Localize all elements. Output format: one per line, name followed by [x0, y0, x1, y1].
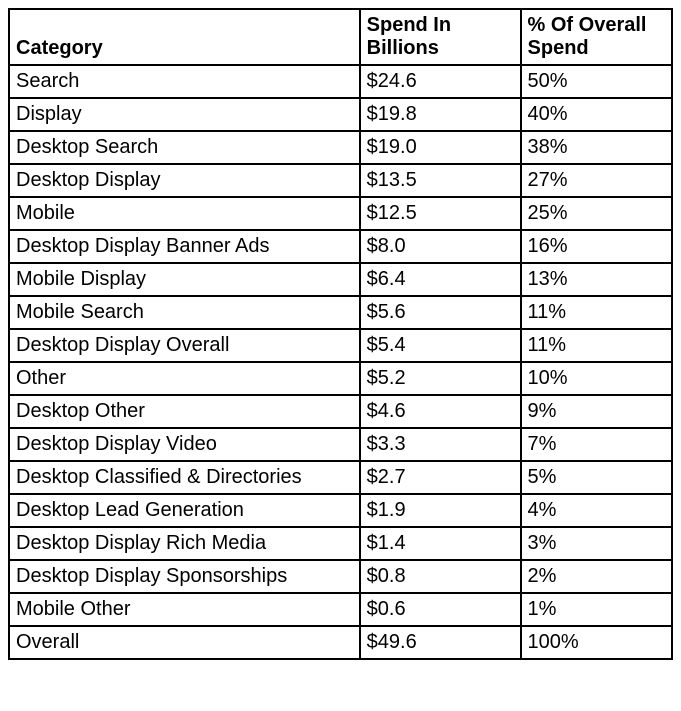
cell-spend: $6.4 [360, 263, 521, 296]
cell-percent: 2% [521, 560, 672, 593]
cell-category: Desktop Other [9, 395, 360, 428]
cell-category: Desktop Display [9, 164, 360, 197]
cell-percent: 13% [521, 263, 672, 296]
cell-spend: $1.9 [360, 494, 521, 527]
table-row: Desktop Display Video$3.37% [9, 428, 672, 461]
table-row: Search$24.650% [9, 65, 672, 98]
table-row: Mobile Search$5.611% [9, 296, 672, 329]
cell-category: Desktop Display Video [9, 428, 360, 461]
table-row: Desktop Display$13.527% [9, 164, 672, 197]
cell-spend: $12.5 [360, 197, 521, 230]
table-row: Mobile$12.525% [9, 197, 672, 230]
cell-percent: 4% [521, 494, 672, 527]
table-body: Search$24.650% Display$19.840% Desktop S… [9, 65, 672, 659]
cell-category: Mobile Display [9, 263, 360, 296]
table-row: Overall$49.6100% [9, 626, 672, 659]
table-row: Desktop Other$4.69% [9, 395, 672, 428]
cell-category: Mobile Search [9, 296, 360, 329]
cell-spend: $4.6 [360, 395, 521, 428]
cell-percent: 10% [521, 362, 672, 395]
cell-spend: $0.8 [360, 560, 521, 593]
cell-spend: $5.6 [360, 296, 521, 329]
cell-percent: 38% [521, 131, 672, 164]
table-row: Mobile Display$6.413% [9, 263, 672, 296]
cell-spend: $5.4 [360, 329, 521, 362]
cell-category: Desktop Display Sponsorships [9, 560, 360, 593]
cell-percent: 5% [521, 461, 672, 494]
cell-percent: 40% [521, 98, 672, 131]
cell-spend: $3.3 [360, 428, 521, 461]
table-row: Desktop Display Banner Ads$8.016% [9, 230, 672, 263]
cell-category: Desktop Display Banner Ads [9, 230, 360, 263]
cell-percent: 100% [521, 626, 672, 659]
table-row: Desktop Lead Generation$1.94% [9, 494, 672, 527]
col-header-percent: % Of Overall Spend [521, 9, 672, 65]
table-header: Category Spend In Billions % Of Overall … [9, 9, 672, 65]
cell-percent: 7% [521, 428, 672, 461]
cell-spend: $5.2 [360, 362, 521, 395]
table-row: Other$5.210% [9, 362, 672, 395]
cell-percent: 3% [521, 527, 672, 560]
cell-spend: $13.5 [360, 164, 521, 197]
cell-category: Search [9, 65, 360, 98]
table-row: Desktop Classified & Directories$2.75% [9, 461, 672, 494]
cell-spend: $24.6 [360, 65, 521, 98]
table-row: Desktop Display Sponsorships$0.82% [9, 560, 672, 593]
cell-spend: $0.6 [360, 593, 521, 626]
cell-category: Desktop Display Overall [9, 329, 360, 362]
table-row: Desktop Display Overall$5.411% [9, 329, 672, 362]
table-row: Desktop Display Rich Media$1.43% [9, 527, 672, 560]
table-header-row: Category Spend In Billions % Of Overall … [9, 9, 672, 65]
cell-percent: 11% [521, 329, 672, 362]
cell-category: Mobile Other [9, 593, 360, 626]
cell-category: Desktop Lead Generation [9, 494, 360, 527]
cell-spend: $1.4 [360, 527, 521, 560]
cell-percent: 11% [521, 296, 672, 329]
cell-spend: $49.6 [360, 626, 521, 659]
table-row: Display$19.840% [9, 98, 672, 131]
table-row: Desktop Search$19.038% [9, 131, 672, 164]
cell-spend: $19.8 [360, 98, 521, 131]
cell-percent: 1% [521, 593, 672, 626]
cell-percent: 25% [521, 197, 672, 230]
spend-table: Category Spend In Billions % Of Overall … [8, 8, 673, 660]
cell-spend: $8.0 [360, 230, 521, 263]
cell-category: Desktop Search [9, 131, 360, 164]
cell-category: Display [9, 98, 360, 131]
table-row: Mobile Other$0.61% [9, 593, 672, 626]
cell-category: Desktop Classified & Directories [9, 461, 360, 494]
cell-category: Desktop Display Rich Media [9, 527, 360, 560]
cell-percent: 50% [521, 65, 672, 98]
cell-category: Overall [9, 626, 360, 659]
cell-percent: 9% [521, 395, 672, 428]
cell-category: Mobile [9, 197, 360, 230]
cell-spend: $2.7 [360, 461, 521, 494]
col-header-spend: Spend In Billions [360, 9, 521, 65]
cell-percent: 27% [521, 164, 672, 197]
cell-percent: 16% [521, 230, 672, 263]
cell-category: Other [9, 362, 360, 395]
col-header-category: Category [9, 9, 360, 65]
cell-spend: $19.0 [360, 131, 521, 164]
